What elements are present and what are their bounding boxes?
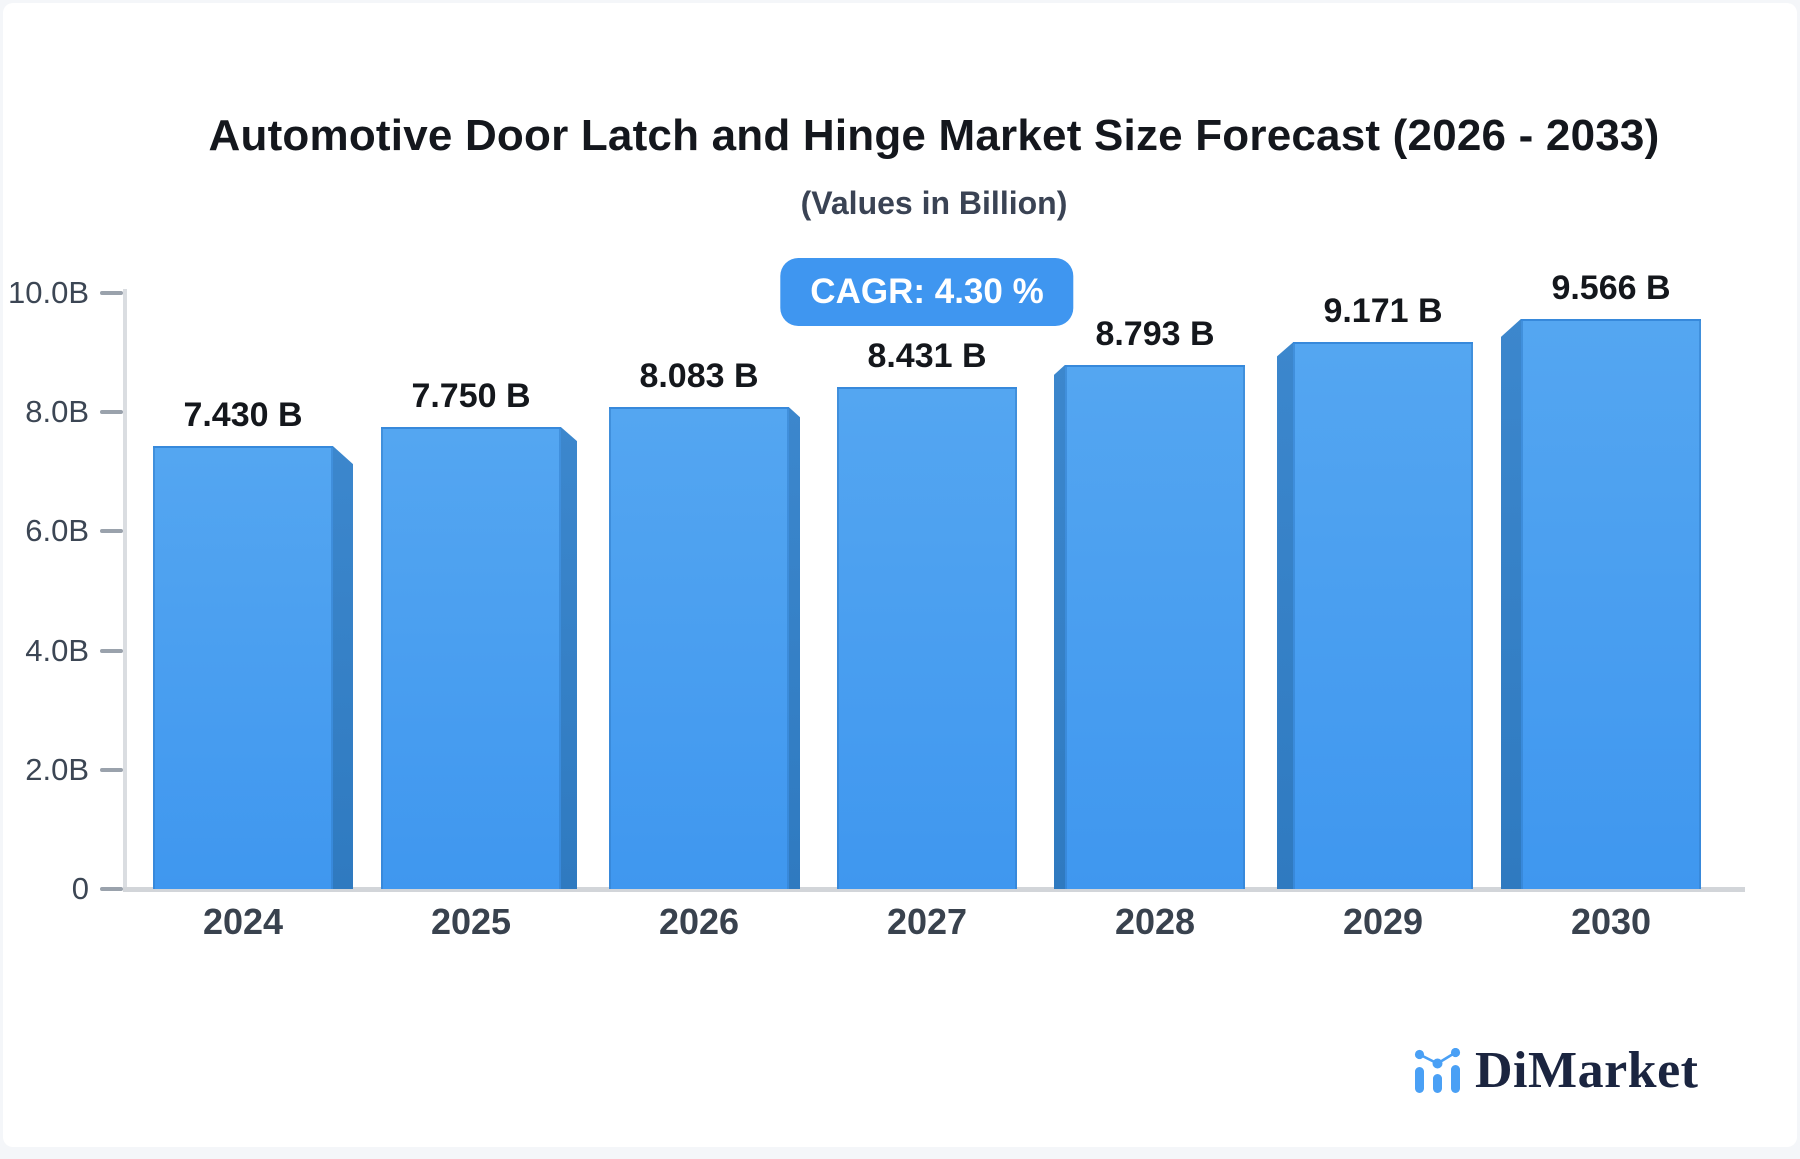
y-tick-label-10.0B: 10.0B [7,275,89,310]
bar-side-2025 [561,427,577,889]
dimarket-logo: DiMarket [1413,1041,1698,1100]
bar-value-label-2030: 9.566 B [1551,268,1671,307]
logo-text: DiMarket [1475,1042,1699,1099]
y-tick-6.0B [100,529,123,534]
x-axis-label-2030: 2030 [1570,901,1652,942]
y-tick-2.0B [100,767,123,772]
bar-value-label-2027: 8.431 B [867,336,987,375]
x-axis-line [123,887,1745,892]
x-axis-label-2026: 2026 [658,901,740,942]
bar-side-2028 [1054,364,1065,889]
bar-value-label-2024: 7.430 B [183,396,303,435]
chart-header: Automotive Door Latch and Hinge Market S… [123,3,1745,222]
bar-side-2026 [789,407,800,889]
y-tick-label-8.0B: 8.0B [25,394,89,430]
bar-value-label-2029: 9.171 B [1323,292,1443,331]
bar-side-2029 [1277,342,1293,889]
x-axis-label-2029: 2029 [1342,901,1424,942]
bar-value-label-2028: 8.793 B [1095,314,1215,353]
y-tick-0 [100,887,123,891]
bar-2026[interactable] [609,407,789,889]
bar-side-2030 [1501,318,1521,889]
y-axis-line [123,289,127,891]
bar-2024[interactable] [153,446,333,889]
bar-side-2024 [333,446,353,889]
chart-title: Automotive Door Latch and Hinge Market S… [208,111,1660,160]
bar-value-label-2026: 8.083 B [639,357,759,396]
bar-chart: 0 2.0B 4.0B 6.0B 8.0B 10.0B 7.430 B 2024 7.750 B… [3,3,1800,1159]
bar-2028[interactable] [1065,364,1245,889]
chart-card: Automotive Door Latch and Hinge Market S… [3,3,1797,1147]
x-axis-label-2028: 2028 [1114,901,1196,942]
bar-value-label-2025: 7.750 B [411,377,531,416]
x-axis-label-2024: 2024 [202,901,284,942]
y-tick-label-6.0B: 6.0B [25,513,89,549]
y-tick-8.0B [100,410,123,415]
y-tick-label-4.0B: 4.0B [25,632,89,668]
y-tick-10.0B [100,291,123,295]
x-axis-label-2027: 2027 [886,901,968,942]
bar-2029[interactable] [1293,342,1473,889]
bar-2025[interactable] [381,427,561,889]
bar-2030[interactable] [1521,318,1701,889]
x-axis-label-2025: 2025 [430,901,512,942]
bar-2027[interactable] [837,386,1017,889]
y-tick-4.0B [100,648,123,653]
y-tick-label-0: 0 [71,871,89,906]
cagr-badge: CAGR: 4.30 % [780,258,1074,326]
chart-subtitle: (Values in Billion) [800,185,1068,221]
bar-chart-trend-icon [1414,1047,1461,1093]
y-tick-label-2.0B: 2.0B [25,751,89,787]
